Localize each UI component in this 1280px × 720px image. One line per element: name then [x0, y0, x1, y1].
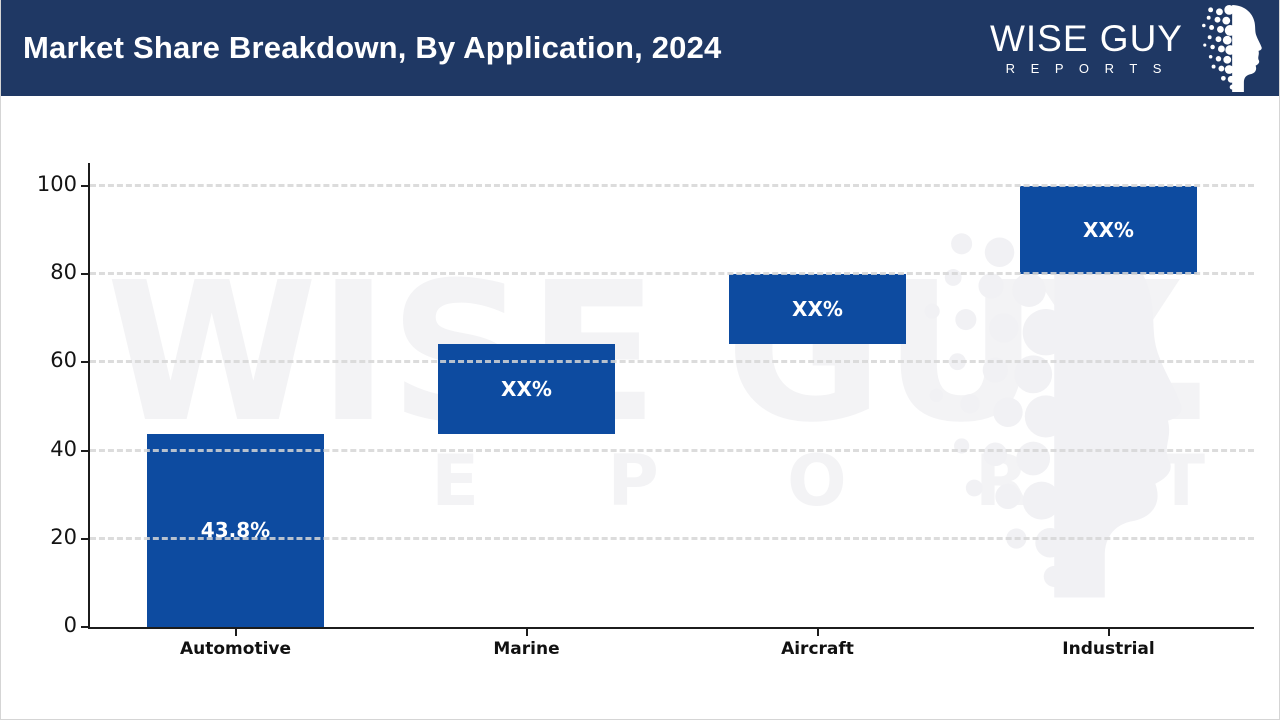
gridline-80 — [90, 272, 1254, 276]
gridline-20 — [90, 536, 1254, 540]
gridline-40 — [90, 448, 1254, 452]
y-tick-label: 0 — [63, 613, 77, 637]
x-tick-automotive — [234, 629, 237, 636]
x-tick-marine — [525, 629, 528, 636]
x-tick-label: Marine — [493, 639, 560, 659]
y-tick-label: 60 — [50, 348, 77, 373]
y-tick-label: 100 — [36, 172, 77, 196]
x-tick-industrial — [1107, 629, 1110, 636]
x-tick-label: Automotive — [179, 639, 292, 659]
chart-title: Market Share Breakdown, By Application, … — [23, 30, 722, 65]
bar-automotive — [147, 433, 324, 627]
bar-label-marine: XX% — [501, 376, 552, 401]
y-tick-20 — [81, 537, 89, 540]
y-tick-60 — [81, 361, 89, 364]
dotted-head-logo-icon — [1202, 4, 1262, 92]
y-tick-80 — [81, 273, 89, 276]
y-tick-label: 80 — [50, 260, 77, 285]
bar-label-automotive: 43.8% — [200, 518, 271, 543]
y-tick-100 — [81, 185, 89, 187]
header: Market Share Breakdown, By Application, … — [1, 0, 1279, 96]
logo-text: WISE GUY R E P O R T S — [990, 20, 1183, 76]
logo-wordmark: WISE GUY — [989, 18, 1183, 59]
bar-label-aircraft: XX% — [792, 297, 843, 322]
x-tick-label: Industrial — [1062, 639, 1155, 659]
wise-guy-reports-logo: WISE GUY R E P O R T S — [990, 4, 1265, 92]
y-tick-40 — [81, 449, 89, 452]
gridline-60 — [90, 360, 1254, 364]
bar-label-industrial: XX% — [1083, 218, 1134, 243]
logo-subtitle: R E P O R T S — [1005, 61, 1168, 76]
gridline-100 — [90, 184, 1254, 187]
x-tick-aircraft — [816, 629, 819, 636]
x-axis-line — [88, 627, 1254, 629]
x-tick-label: Aircraft — [781, 639, 854, 659]
bar-marine — [438, 343, 615, 434]
y-tick-label: 20 — [50, 524, 77, 549]
y-axis-line — [88, 163, 90, 629]
y-tick-label: 40 — [50, 436, 77, 461]
y-tick-0 — [81, 626, 89, 628]
bar-aircraft — [729, 274, 906, 344]
